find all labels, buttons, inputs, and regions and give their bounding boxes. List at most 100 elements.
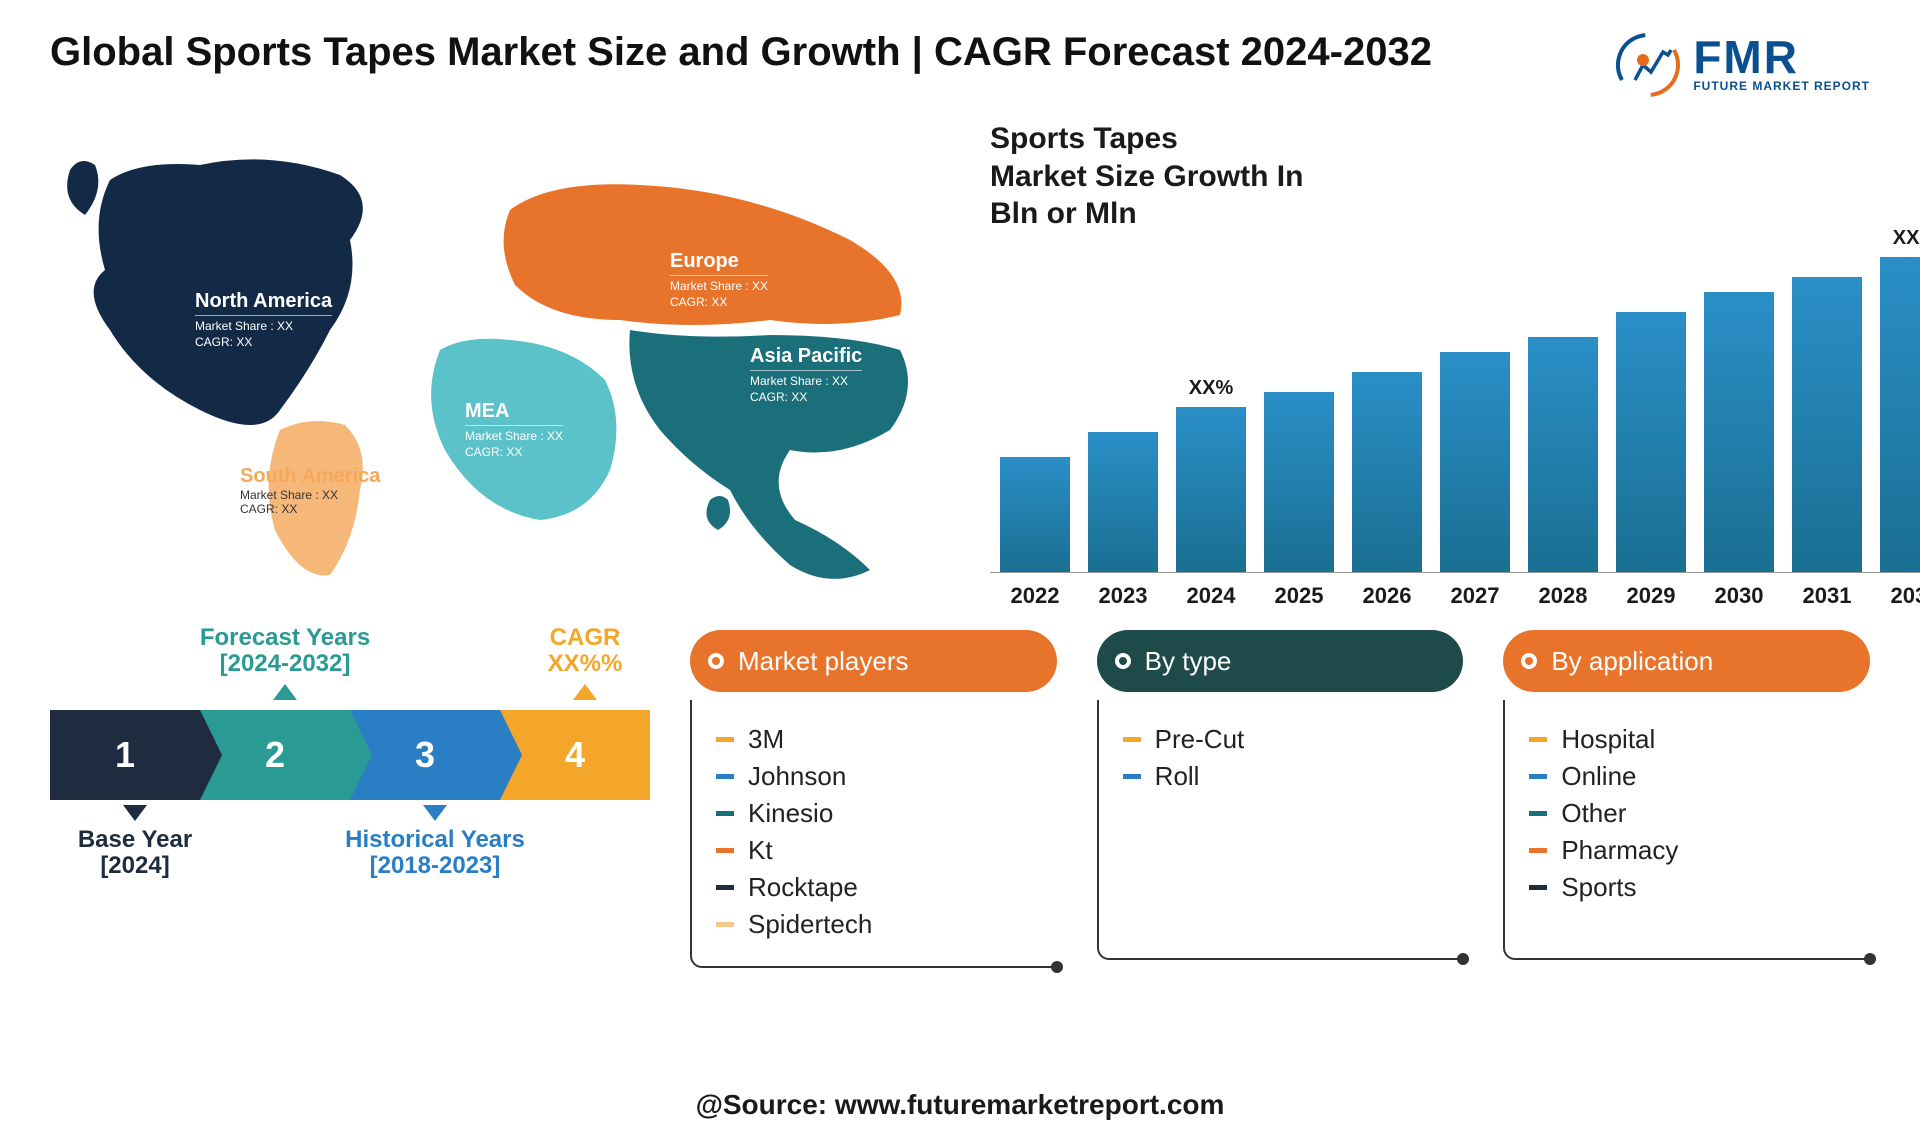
x-label: 2022 xyxy=(1000,583,1070,609)
region-label-eu: Europe Market Share : XXCAGR: XX xyxy=(670,250,768,310)
bar-wrap xyxy=(1616,312,1686,572)
category-header-label: By application xyxy=(1551,646,1713,677)
bar-wrap xyxy=(1440,352,1510,572)
category-column-players: Market players 3M Johnson Kinesio Kt Roc… xyxy=(690,630,1057,968)
x-label: 2023 xyxy=(1088,583,1158,609)
x-label: 2031 xyxy=(1792,583,1862,609)
timeline-label-l1: Base Year xyxy=(78,827,192,853)
chart-title-l1: Sports Tapes xyxy=(990,120,1920,158)
timeline-label-forecast: Forecast Years[2024-2032] xyxy=(185,625,385,700)
category-header: Market players xyxy=(690,630,1057,692)
tick-icon xyxy=(716,922,734,927)
timeline-segment: 2 xyxy=(200,710,350,800)
region-stats: Market Share : XXCAGR: XX xyxy=(465,429,563,460)
tick-icon xyxy=(716,848,734,853)
category-item: Roll xyxy=(1123,761,1464,792)
category-item: Pre-Cut xyxy=(1123,724,1464,755)
header: Global Sports Tapes Market Size and Grow… xyxy=(50,30,1870,100)
category-item-label: Kinesio xyxy=(748,798,833,829)
timeline-label-l2: [2024] xyxy=(100,853,169,879)
category-item-label: Kt xyxy=(748,835,773,866)
category-item-label: Pre-Cut xyxy=(1155,724,1245,755)
timeline-label-l2: [2018-2023] xyxy=(370,853,501,879)
category-item-label: Spidertech xyxy=(748,909,872,940)
category-item-label: Other xyxy=(1561,798,1626,829)
tick-icon xyxy=(1123,737,1141,742)
x-label: 2024 xyxy=(1176,583,1246,609)
region-label-ap: Asia Pacific Market Share : XXCAGR: XX xyxy=(750,345,862,405)
bar-annotation: XX% xyxy=(1893,227,1920,250)
category-header-label: Market players xyxy=(738,646,909,677)
category-item-label: Rocktape xyxy=(748,872,858,903)
category-item: Kinesio xyxy=(716,798,1057,829)
category-item: Online xyxy=(1529,761,1870,792)
chart-title-l3: Bln or Mln xyxy=(990,195,1920,233)
region-label-mea: MEA Market Share : XXCAGR: XX xyxy=(465,400,563,460)
region-name: South America xyxy=(240,465,380,488)
bar xyxy=(1528,337,1598,572)
x-label: 2030 xyxy=(1704,583,1774,609)
page-title: Global Sports Tapes Market Size and Grow… xyxy=(50,30,1432,75)
x-label: 2027 xyxy=(1440,583,1510,609)
category-item: Johnson xyxy=(716,761,1057,792)
category-item: Rocktape xyxy=(716,872,1057,903)
fmr-logo-icon xyxy=(1613,30,1683,100)
bar xyxy=(1440,352,1510,572)
bar-wrap: XX% xyxy=(1880,257,1920,572)
bullet-icon xyxy=(1521,653,1537,669)
source-attribution: @Source: www.futuremarketreport.com xyxy=(0,1089,1920,1121)
timeline-label-l2: XX%% xyxy=(548,651,623,677)
region-stats: Market Share : XXCAGR: XX xyxy=(240,488,380,516)
bar-wrap xyxy=(1264,392,1334,572)
x-label: 2032 xyxy=(1880,583,1920,609)
tick-icon xyxy=(1529,811,1547,816)
timeline-segment: 4 xyxy=(500,710,650,800)
bar-wrap xyxy=(1088,432,1158,572)
timeline-label-l2: [2024-2032] xyxy=(220,651,351,677)
bar xyxy=(1264,392,1334,572)
logo-fmr: FMR xyxy=(1693,37,1870,78)
tick-icon xyxy=(1529,848,1547,853)
category-item-label: Roll xyxy=(1155,761,1200,792)
region-stats: Market Share : XXCAGR: XX xyxy=(750,374,862,405)
bar xyxy=(1880,257,1920,572)
category-item: Sports xyxy=(1529,872,1870,903)
region-stats: Market Share : XXCAGR: XX xyxy=(195,319,332,350)
bar-wrap xyxy=(1352,372,1422,572)
category-item-label: Pharmacy xyxy=(1561,835,1678,866)
x-label: 2026 xyxy=(1352,583,1422,609)
tick-icon xyxy=(716,737,734,742)
timeline-segment: 1 xyxy=(50,710,200,800)
timeline-label-l1: Forecast Years xyxy=(200,625,370,651)
timeline-label-hist: Historical Years[2018-2023] xyxy=(335,805,535,880)
category-item: Kt xyxy=(716,835,1057,866)
category-body: Pre-Cut Roll xyxy=(1097,700,1464,960)
bar-wrap xyxy=(1704,292,1774,572)
region-label-na: North America Market Share : XXCAGR: XX xyxy=(195,290,332,350)
category-header: By application xyxy=(1503,630,1870,692)
category-item-label: Hospital xyxy=(1561,724,1655,755)
x-axis-labels: 2022202320242025202620272028202920302031… xyxy=(990,573,1920,609)
category-item-label: 3M xyxy=(748,724,784,755)
x-label: 2025 xyxy=(1264,583,1334,609)
bullet-icon xyxy=(708,653,724,669)
timeline-bar: 1234 xyxy=(50,710,650,800)
tick-icon xyxy=(1529,885,1547,890)
x-label: 2028 xyxy=(1528,583,1598,609)
category-header: By type xyxy=(1097,630,1464,692)
tick-icon xyxy=(716,811,734,816)
bar xyxy=(1792,277,1862,572)
world-map: North America Market Share : XXCAGR: XXS… xyxy=(50,120,950,600)
logo-text: FMR FUTURE MARKET REPORT xyxy=(1693,37,1870,92)
bullet-icon xyxy=(1115,653,1131,669)
bar-annotation: XX% xyxy=(1189,377,1233,400)
category-item: Spidertech xyxy=(716,909,1057,940)
timeline-label-base: Base Year[2024] xyxy=(35,805,235,880)
bar-wrap xyxy=(1528,337,1598,572)
region-stats: Market Share : XXCAGR: XX xyxy=(670,279,768,310)
category-column-application: By application Hospital Online Other Pha… xyxy=(1503,630,1870,968)
region-name: North America xyxy=(195,290,332,316)
bar-wrap: XX% xyxy=(1176,407,1246,572)
region-name: Europe xyxy=(670,250,768,276)
timeline: 1234 Base Year[2024]Forecast Years[2024-… xyxy=(50,630,650,800)
